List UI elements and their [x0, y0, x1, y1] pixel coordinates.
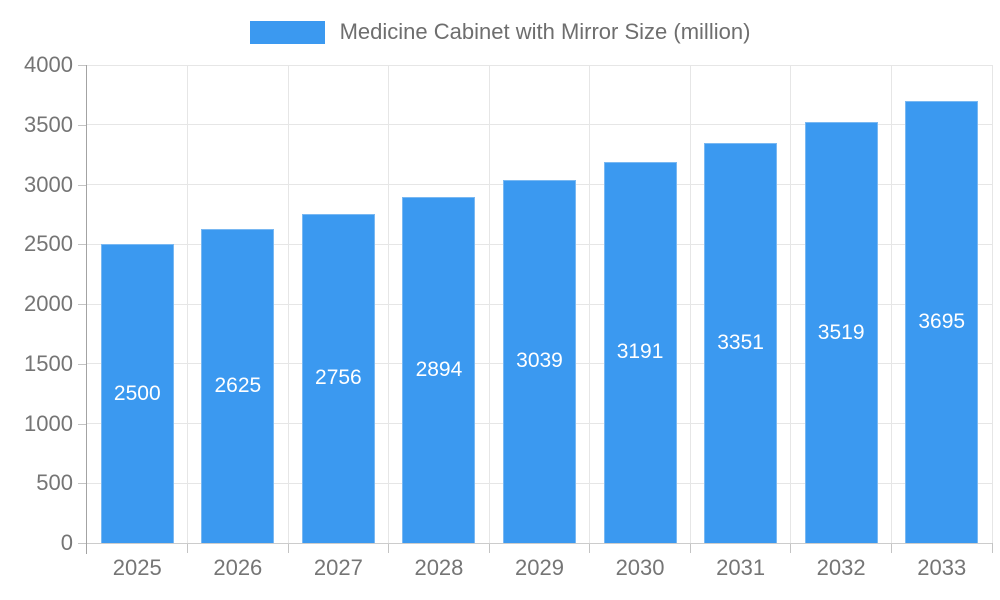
- y-axis-tick-label: 3000: [24, 171, 73, 197]
- y-axis-tick-label: 4000: [24, 52, 73, 77]
- y-axis-tick-label: 1000: [24, 410, 73, 436]
- bar-2025[interactable]: [100, 244, 174, 543]
- x-axis-tick: [388, 543, 390, 553]
- bar-value-label: 2500: [113, 381, 161, 405]
- bar-2026[interactable]: [201, 229, 275, 543]
- bar-2030[interactable]: [603, 161, 677, 543]
- gridline-vertical: [689, 65, 691, 543]
- x-axis-line: [87, 543, 992, 544]
- bar-value-label: 3039: [516, 349, 563, 373]
- bar-value-label: 3191: [616, 340, 664, 364]
- y-axis-tick: [78, 65, 87, 66]
- gridline-vertical: [790, 65, 792, 543]
- bar-value-label: 3519: [817, 320, 865, 344]
- gridline-vertical: [287, 65, 289, 543]
- y-axis-tick: [78, 184, 87, 186]
- y-axis-line: [86, 65, 87, 554]
- gridline-horizontal: [87, 64, 992, 66]
- x-axis-tick-label: 2030: [615, 555, 665, 580]
- x-axis-tick: [488, 543, 490, 553]
- bar-value-label: 2756: [315, 366, 362, 390]
- gridline-vertical: [187, 65, 189, 543]
- legend-swatch: [249, 20, 325, 44]
- y-axis-tick: [78, 483, 87, 485]
- x-axis-tick: [991, 543, 993, 553]
- y-axis-tick-label: 3500: [24, 111, 73, 137]
- bar-2028[interactable]: [402, 197, 476, 543]
- bar-value-label: 3351: [717, 330, 764, 354]
- gridline-vertical: [388, 65, 390, 543]
- legend-label: Medicine Cabinet with Mirror Size (milli…: [339, 19, 751, 44]
- bar-value-label: 3695: [918, 310, 966, 334]
- y-axis-tick: [78, 423, 87, 425]
- x-axis-tick-label: 2029: [515, 555, 564, 580]
- legend[interactable]: Medicine Cabinet with Mirror Size (milli…: [0, 19, 1000, 45]
- x-axis-tick: [589, 543, 591, 553]
- y-axis-tick-label: 2500: [24, 231, 73, 257]
- gridline-vertical: [589, 65, 591, 543]
- x-axis-tick: [689, 543, 691, 553]
- bar-2033[interactable]: [905, 101, 979, 543]
- y-axis-tick: [78, 244, 87, 246]
- x-axis-tick: [790, 543, 792, 553]
- x-axis-tick-label: 2031: [716, 555, 766, 580]
- gridline-vertical: [890, 65, 892, 543]
- y-axis-tick-label: 500: [36, 470, 73, 496]
- x-axis-tick-label: 2032: [816, 555, 866, 580]
- x-axis-tick-label: 2026: [213, 555, 263, 580]
- x-axis-tick-label: 2025: [112, 555, 162, 580]
- y-axis-tick-label: 1500: [24, 350, 73, 376]
- bar-value-label: 2625: [214, 374, 262, 398]
- gridline-vertical: [488, 65, 490, 543]
- y-axis-tick: [78, 363, 87, 365]
- x-axis-tick: [187, 543, 189, 553]
- bar-2027[interactable]: [301, 213, 375, 543]
- x-axis-tick-label: 2027: [313, 555, 363, 580]
- gridline-horizontal: [87, 124, 992, 126]
- bar-value-label: 2894: [415, 358, 463, 382]
- x-axis-tick: [890, 543, 892, 553]
- bar-2032[interactable]: [804, 122, 878, 543]
- x-axis-tick-label: 2033: [917, 555, 967, 580]
- x-axis-tick: [287, 543, 289, 553]
- y-axis-tick: [78, 543, 87, 544]
- y-axis-tick: [78, 124, 87, 126]
- bar-2029[interactable]: [503, 179, 576, 543]
- bar-2031[interactable]: [704, 142, 778, 543]
- x-axis-tick-label: 2028: [414, 555, 464, 580]
- y-axis-tick-label: 0: [60, 530, 73, 555]
- y-axis-tick: [78, 304, 87, 305]
- y-axis-tick-label: 2000: [24, 291, 73, 316]
- gridline-vertical: [991, 65, 993, 543]
